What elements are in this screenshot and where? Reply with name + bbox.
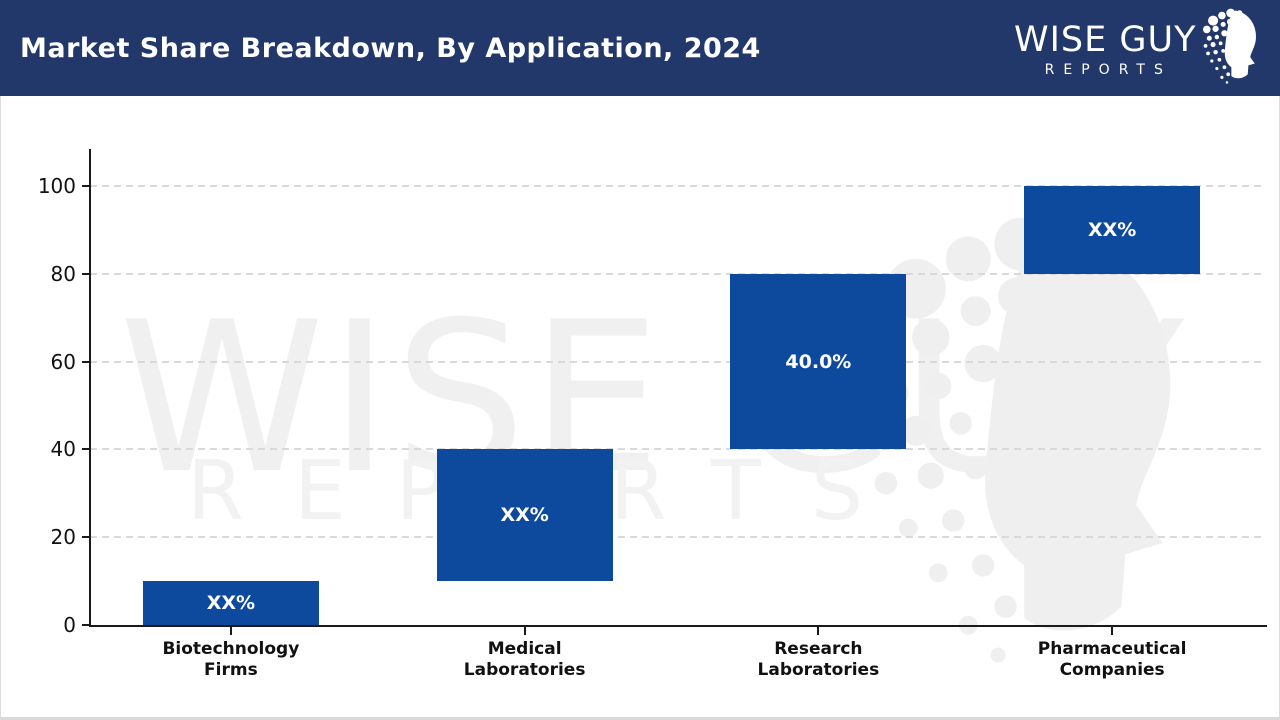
bar-value-label-2: 40.0% [785,350,852,373]
x-category-label-line: Pharmaceutical [1037,639,1187,659]
x-category-label-line: Companies [1059,660,1165,680]
x-tick-2 [817,627,820,635]
gridline-60 [90,360,1265,363]
gridline-80 [90,272,1265,275]
x-tick-1 [523,627,526,635]
y-tick-100 [82,185,90,187]
x-category-label-line: Laboratories [757,660,880,680]
y-tick-label-40: 40 [50,437,76,462]
y-tick-80 [82,272,90,275]
y-tick-label-20: 20 [50,525,76,550]
logo-text: WISE GUY REPORTS [1014,20,1197,78]
x-category-label-line: Biotechnology [162,639,300,659]
x-category-label-line: Research [774,639,863,659]
y-tick-60 [82,360,90,363]
watermark-wordmark: WISE GUY [119,278,1189,520]
header-band: Market Share Breakdown, By Application, … [0,0,1280,96]
logo-wordmark: WISE GUY [1014,20,1197,60]
y-tick-0 [82,624,90,626]
y-tick-label-0: 0 [63,613,76,637]
x-category-label-line: Firms [204,660,258,680]
bar-value-label-0: XX% [206,592,256,615]
logo-head-icon [1199,8,1265,90]
x-category-label-line: Medical [487,639,562,659]
x-category-label-line: Laboratories [463,660,586,680]
gridline-20 [90,536,1265,539]
gridline-100 [90,185,1265,187]
x-tick-3 [1111,627,1114,635]
y-tick-label-100: 100 [37,174,76,198]
bar-value-label-3: XX% [1087,218,1137,241]
bar-1 [436,449,613,582]
y-axis-line [89,149,91,627]
x-category-label-3: Pharmaceutical Companies [982,639,1242,681]
y-tick-40 [82,448,90,451]
y-tick-20 [82,536,90,539]
bar-0 [142,581,319,625]
chart-area: WISE GUY REPORTS 020406080100XX%Biotechn… [0,96,1280,720]
y-tick-label-80: 80 [50,261,76,286]
x-axis-line [89,625,1267,627]
logo-subtitle: REPORTS [1044,62,1172,78]
x-tick-0 [229,627,232,635]
wise-guy-reports-logo: WISE GUY REPORTS [1014,8,1266,90]
y-tick-label-60: 60 [50,349,76,374]
x-category-label-2: Research Laboratories [688,639,948,681]
gridline-40 [90,448,1265,451]
x-category-label-0: Biotechnology Firms [101,639,361,681]
page-title: Market Share Breakdown, By Application, … [20,32,761,64]
x-category-label-1: Medical Laboratories [395,639,655,681]
bar-value-label-1: XX% [500,504,549,527]
